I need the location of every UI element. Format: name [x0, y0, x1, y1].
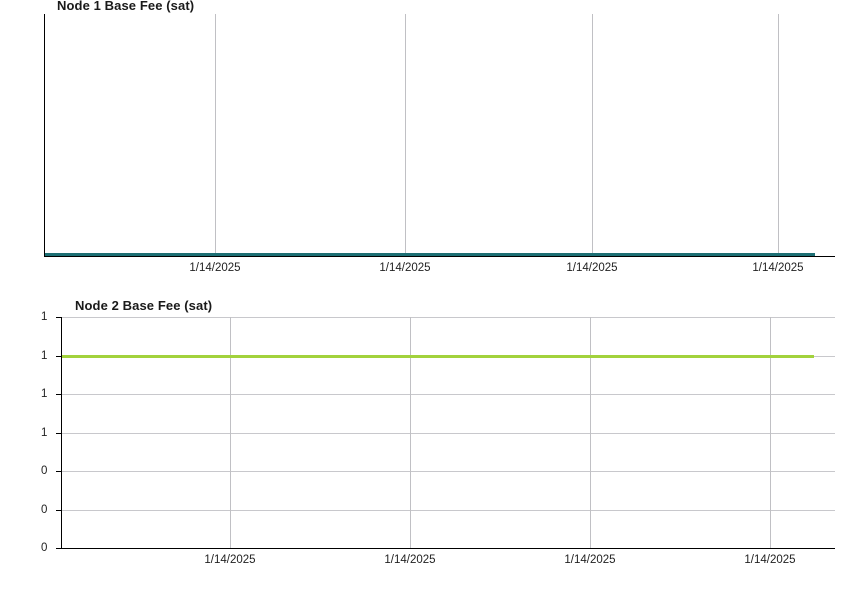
chart2-gridline-v-2 — [410, 317, 411, 548]
chart2-gridline-v-4 — [770, 317, 771, 548]
chart1-series-node-1-base-fee — [44, 253, 815, 256]
chart2-gridline-v-3 — [590, 317, 591, 548]
chart2-x-tick-label: 1/14/2025 — [744, 554, 796, 566]
chart2-x-tick-labels: 1/14/2025 1/14/2025 1/14/2025 1/14/2025 — [0, 554, 860, 574]
chart2-y-tick-label: 1 — [41, 388, 48, 400]
chart2-y-tick-mark — [56, 510, 61, 511]
chart2-gridline-h-6 — [61, 510, 835, 511]
chart2-x-tick-label: 1/14/2025 — [384, 554, 436, 566]
chart2-gridline-h-4 — [61, 433, 835, 434]
chart2-title: Node 2 Base Fee (sat) — [75, 298, 213, 313]
chart2-y-tick-label: 0 — [41, 504, 48, 516]
chart1-x-tick-labels: 1/14/2025 1/14/2025 1/14/2025 1/14/2025 — [0, 262, 860, 282]
chart2-series-node-2-base-fee — [61, 355, 814, 358]
chart1-x-tick-label: 1/14/2025 — [752, 262, 804, 274]
chart1-gridline-1 — [215, 14, 216, 256]
chart1-title: Node 1 Base Fee (sat) — [57, 0, 195, 13]
chart1-plot-area — [44, 14, 835, 256]
chart1-gridline-2 — [405, 14, 406, 256]
chart-node-2-base-fee: Node 2 Base Fee (sat) 1 1 1 1 0 0 0 1/14… — [0, 290, 860, 600]
chart2-y-tick-label: 1 — [41, 311, 48, 323]
chart2-x-tick-label: 1/14/2025 — [564, 554, 616, 566]
chart2-gridline-h-1 — [61, 317, 835, 318]
chart2-y-tick-mark — [56, 394, 61, 395]
chart2-y-axis — [56, 317, 62, 549]
chart2-x-tick-label: 1/14/2025 — [204, 554, 256, 566]
chart2-x-axis — [61, 548, 835, 549]
chart2-y-tick-mark — [56, 433, 61, 434]
chart2-y-tick-mark — [56, 548, 61, 549]
chart1-y-axis — [44, 14, 45, 256]
chart2-gridline-h-3 — [61, 394, 835, 395]
chart1-gridline-3 — [592, 14, 593, 256]
chart2-y-tick-mark — [56, 356, 61, 357]
chart2-y-tick-label: 1 — [41, 350, 48, 362]
chart2-gridline-v-1 — [230, 317, 231, 548]
chart1-gridline-4 — [778, 14, 779, 256]
chart2-y-tick-label: 1 — [41, 427, 48, 439]
chart2-y-tick-label: 0 — [41, 542, 48, 554]
chart2-y-tick-label: 0 — [41, 465, 48, 477]
chart1-x-tick-label: 1/14/2025 — [566, 262, 618, 274]
chart1-x-tick-label: 1/14/2025 — [379, 262, 431, 274]
chart1-x-axis — [44, 256, 835, 257]
chart-node-1-base-fee: Node 1 Base Fee (sat) 1/14/2025 1/14/202… — [0, 0, 860, 290]
chart2-y-tick-mark — [56, 317, 61, 318]
chart2-y-tick-labels: 1 1 1 1 0 0 0 — [0, 290, 60, 600]
chart1-x-tick-label: 1/14/2025 — [189, 262, 241, 274]
chart2-y-tick-mark — [56, 471, 61, 472]
chart2-plot-area — [61, 317, 835, 548]
chart2-gridline-h-5 — [61, 471, 835, 472]
